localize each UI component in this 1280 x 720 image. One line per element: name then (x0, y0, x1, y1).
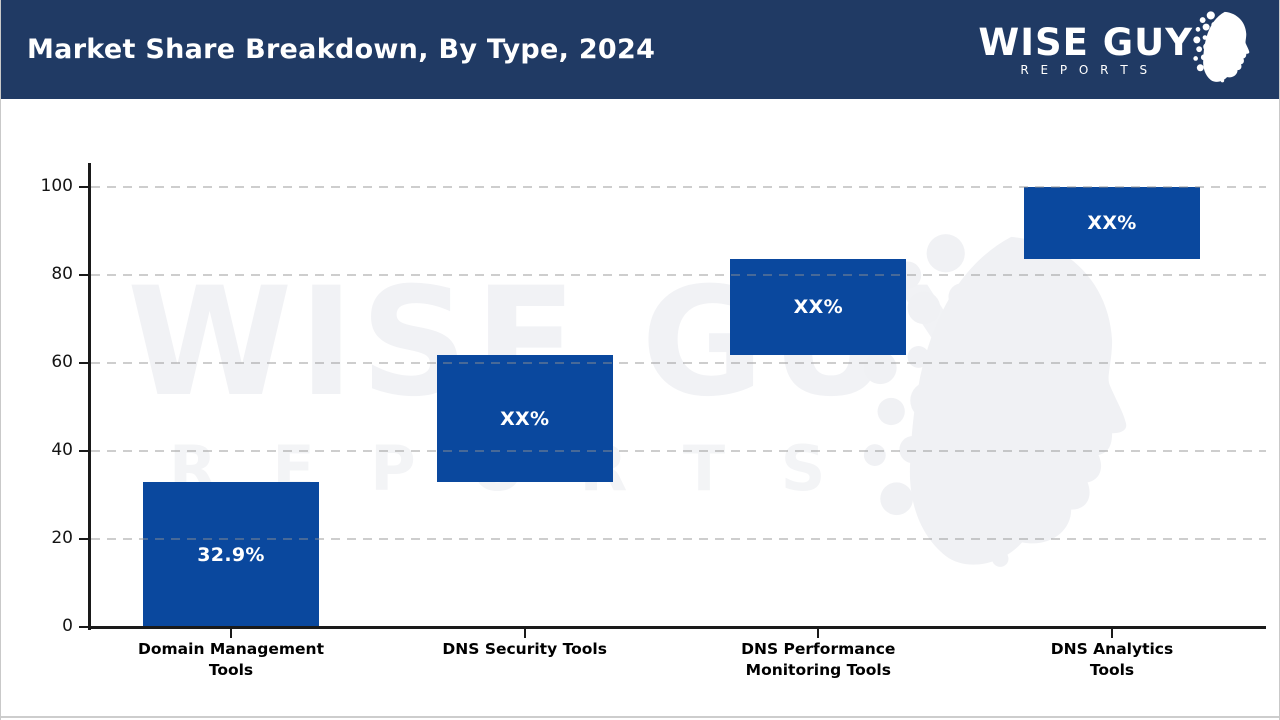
y-tick-label: 60 (51, 352, 73, 372)
x-tick-mark (230, 629, 232, 638)
category-label: DNS Performance Monitoring Tools (678, 639, 958, 681)
y-tick-label: 20 (51, 528, 73, 548)
category-label: Domain Management Tools (91, 639, 371, 681)
y-tick-label: 80 (51, 264, 73, 284)
page-title: Market Share Breakdown, By Type, 2024 (27, 34, 656, 65)
y-tick-label: 0 (62, 616, 73, 636)
y-tick-mark (79, 538, 88, 540)
y-tick-mark (79, 186, 88, 188)
bar-value-label: XX% (500, 407, 550, 430)
logo-text: WISE GUY R E P O R T S (978, 24, 1193, 76)
bar-value-label: XX% (793, 296, 843, 319)
bar-value-label: XX% (1087, 212, 1137, 235)
bar: XX% (1024, 187, 1200, 260)
bar-value-label: 32.9% (197, 543, 265, 566)
y-tick-mark (79, 626, 88, 628)
category-label-line: Tools (1089, 661, 1135, 679)
bar: XX% (436, 355, 613, 483)
y-tick-mark (79, 362, 88, 364)
y-tick-label: 100 (40, 176, 73, 196)
logo-subtitle: R E P O R T S (1020, 62, 1152, 77)
face-profile-dots-icon (1191, 9, 1255, 91)
bar: 32.9% (143, 482, 319, 627)
y-tick-mark (79, 274, 88, 276)
y-tick-mark (79, 450, 88, 452)
grid-line (91, 362, 1266, 364)
x-tick-mark (1111, 629, 1113, 638)
x-axis-line (88, 626, 1266, 629)
category-label-line: Monitoring Tools (745, 661, 891, 679)
logo-wordmark: WISE GUY (978, 20, 1193, 64)
category-label-line: Tools (208, 661, 254, 679)
category-label-line: Domain Management (138, 640, 324, 658)
x-tick-mark (523, 629, 526, 638)
logo: WISE GUY R E P O R T S (978, 9, 1255, 91)
category-label: DNS Security Tools (385, 639, 665, 660)
grid-line (91, 274, 1266, 276)
bottom-border (1, 716, 1279, 718)
x-tick-mark (817, 629, 820, 638)
category-label-line: DNS Analytics (1050, 640, 1174, 658)
grid-line (91, 450, 1266, 452)
category-label: DNS Analytics Tools (972, 639, 1252, 681)
header-bar: Market Share Breakdown, By Type, 2024 WI… (1, 0, 1279, 99)
category-label-line: DNS Performance (741, 640, 896, 658)
y-axis-line (88, 163, 91, 630)
y-tick-label: 40 (51, 440, 73, 460)
bar: XX% (730, 259, 907, 356)
category-label-line: DNS Security Tools (442, 640, 607, 658)
